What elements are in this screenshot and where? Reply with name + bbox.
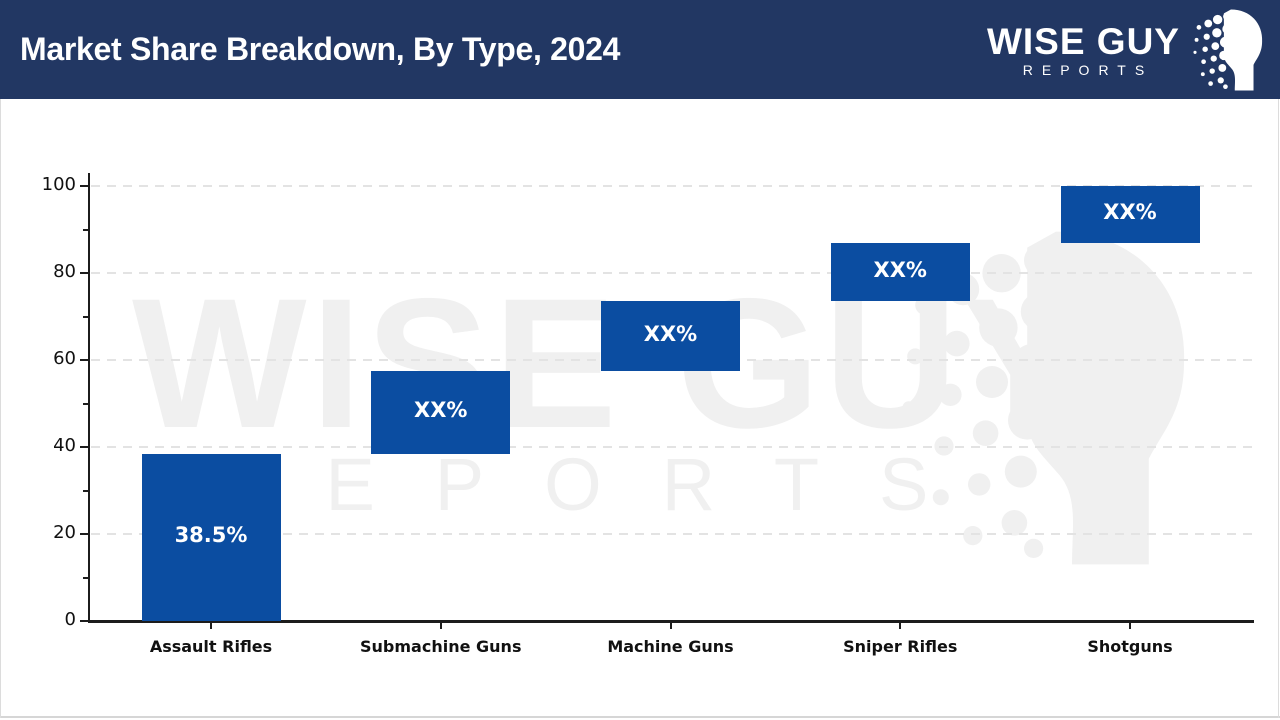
y-minor-tick <box>83 576 88 579</box>
y-tick-label: 100 <box>41 174 76 196</box>
wiseguy-logo-text: WISE GUY REPORTS <box>987 23 1180 77</box>
y-tick-label: 80 <box>53 261 76 283</box>
bar-value-label: XX% <box>1103 200 1157 225</box>
gridline <box>91 446 1254 449</box>
y-tick-label: 0 <box>64 609 76 630</box>
page-bottom-border <box>0 716 1280 718</box>
x-tick <box>1129 623 1131 629</box>
header-banner: Market Share Breakdown, By Type, 2024 WI… <box>0 0 1280 99</box>
y-tick-label: 40 <box>53 435 76 457</box>
bar <box>830 242 970 302</box>
x-tick <box>210 623 212 629</box>
y-minor-tick <box>83 489 88 492</box>
y-minor-tick <box>83 228 88 231</box>
y-minor-tick <box>83 402 88 405</box>
bar <box>1060 186 1200 243</box>
x-tick <box>439 623 442 629</box>
page-title: Market Share Breakdown, By Type, 2024 <box>20 31 621 67</box>
x-category-label: Submachine Guns <box>360 637 522 656</box>
y-tick <box>80 446 88 449</box>
bar <box>371 370 511 454</box>
bar-value-label: XX% <box>414 398 468 423</box>
bar <box>601 301 740 371</box>
page-right-border <box>1278 99 1279 718</box>
y-tick <box>80 359 88 362</box>
bar-value-label: 38.5% <box>174 523 248 548</box>
y-axis-line <box>88 173 90 623</box>
logo-subtitle: REPORTS <box>1022 61 1154 78</box>
watermark-subtitle: REPORTS <box>212 443 989 526</box>
x-category-label: Machine Guns <box>607 637 734 656</box>
page-left-border <box>0 99 1 718</box>
bar-value-label: XX% <box>873 258 927 283</box>
y-minor-tick <box>83 315 88 318</box>
bar-value-label: XX% <box>643 322 698 347</box>
logo-wordmark: WISE GUY <box>986 20 1180 62</box>
x-tick <box>669 623 672 629</box>
x-category-label: Shotguns <box>1087 637 1173 656</box>
wiseguy-logo: WISE GUY REPORTS <box>987 0 1266 99</box>
y-tick <box>80 185 88 188</box>
gridline <box>91 272 1254 275</box>
y-tick <box>80 272 88 275</box>
x-axis-line <box>88 620 1254 623</box>
plot-area: 0 20 40 60 80 100 38.5% XX% XX% XX% XX% Assault Rif… <box>0 99 1280 718</box>
y-tick <box>80 620 88 622</box>
bar <box>141 453 281 621</box>
dotted-head-icon <box>1193 8 1263 91</box>
y-tick <box>80 533 88 536</box>
y-tick-label: 60 <box>53 348 76 370</box>
gridline <box>91 185 1254 188</box>
gridline <box>91 533 1254 536</box>
y-tick-label: 20 <box>53 522 76 544</box>
x-category-label: Sniper Rifles <box>843 637 958 656</box>
x-category-label: Assault Rifles <box>149 637 273 656</box>
x-tick <box>899 623 902 629</box>
